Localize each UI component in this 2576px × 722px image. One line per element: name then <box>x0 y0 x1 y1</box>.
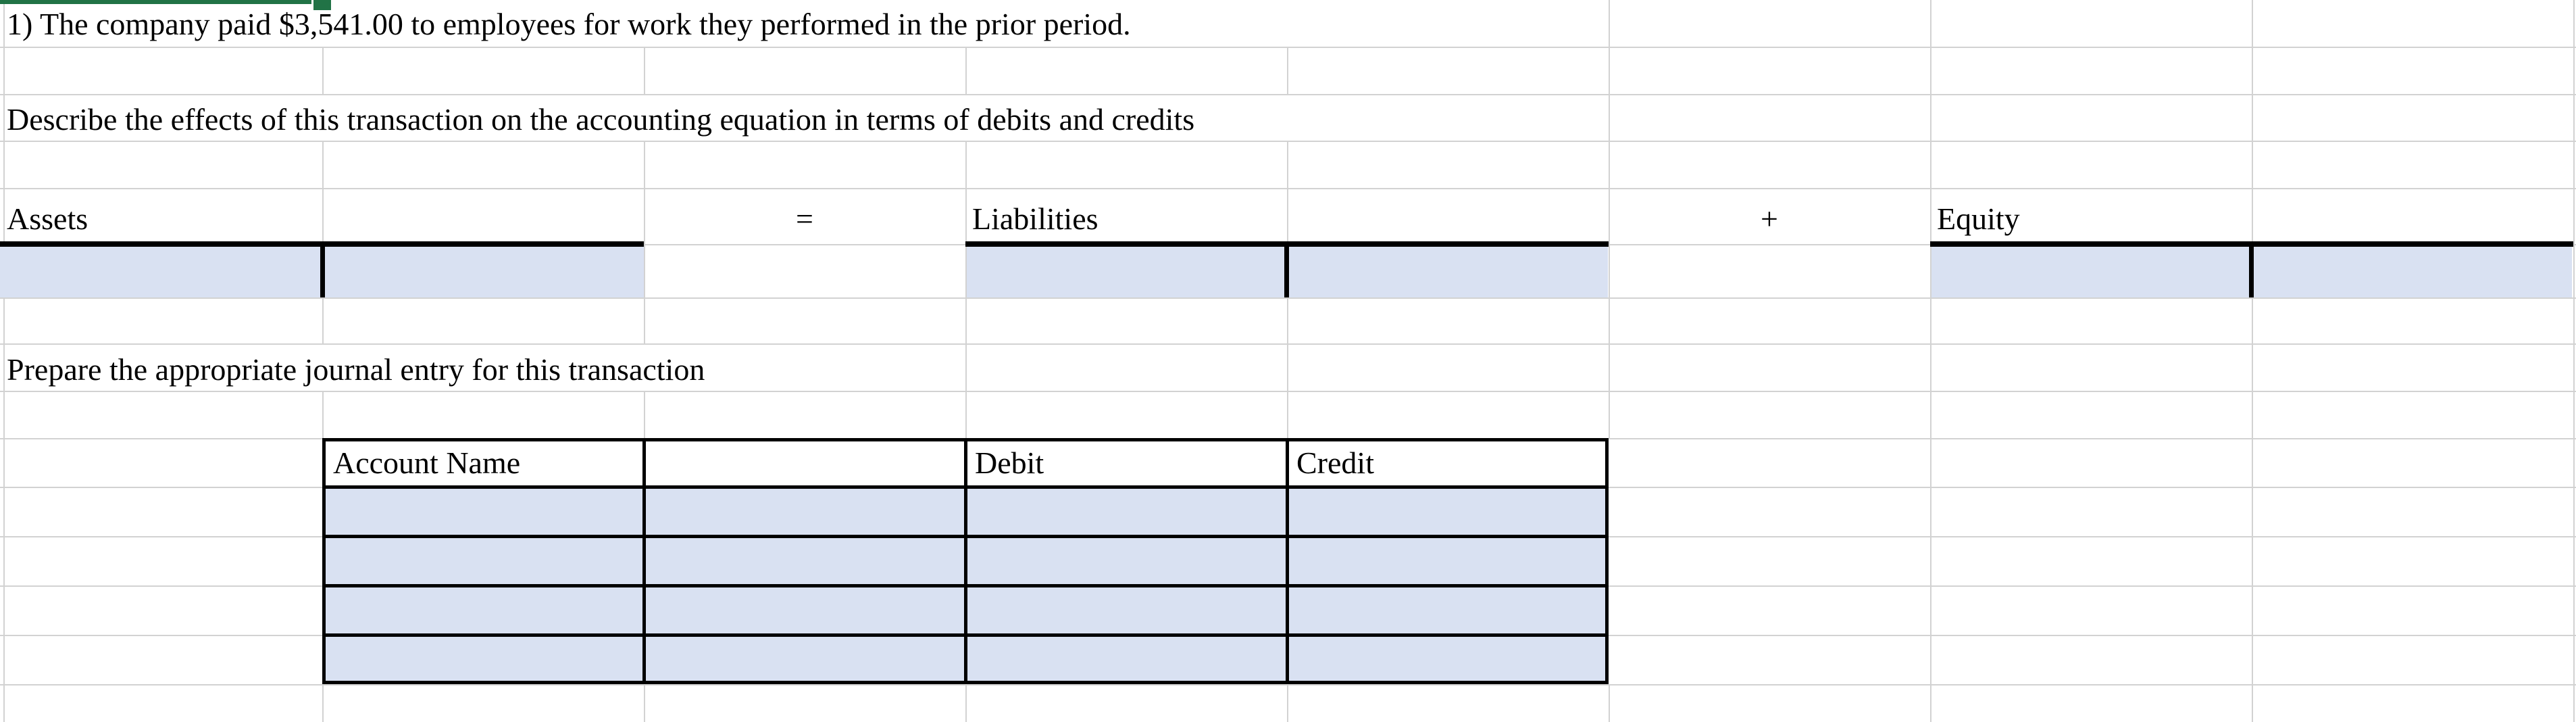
selection-border <box>0 0 311 4</box>
equity-underline-border <box>1930 241 2573 247</box>
assets-answer-cell-2[interactable] <box>322 247 644 297</box>
assets-answer-cell-1[interactable] <box>0 247 322 297</box>
gridline <box>1930 0 1931 722</box>
gridline <box>1287 47 1288 94</box>
liabilities-answer-cell-1[interactable] <box>965 247 1287 297</box>
gridline <box>3 0 5 722</box>
equity-label: Equity <box>1937 201 2020 236</box>
liabilities-label: Liabilities <box>972 201 1098 236</box>
gridline <box>322 684 324 722</box>
gridline <box>0 94 2576 95</box>
journal-cell-r1-c3[interactable] <box>964 487 1288 537</box>
gridline <box>1609 0 1610 438</box>
journal-table-vline <box>642 438 646 684</box>
describe-instruction: Describe the effects of this transaction… <box>7 101 1195 137</box>
gridline <box>322 141 324 242</box>
journal-table-hline <box>322 485 1609 489</box>
journal-cell-r3-c3[interactable] <box>964 585 1288 635</box>
journal-table-hline <box>322 584 1609 587</box>
assets-label: Assets <box>7 201 89 236</box>
journal-cell-r4-c1[interactable] <box>324 635 645 681</box>
gridline <box>2573 0 2575 722</box>
journal-cell-r1-c2[interactable] <box>642 487 966 537</box>
gridline <box>965 47 967 94</box>
gridline <box>965 141 967 438</box>
gridline <box>1287 297 1288 438</box>
journal-cell-r2-c2[interactable] <box>642 536 966 586</box>
journal-table-vline <box>1286 438 1289 684</box>
journal-table-hline <box>322 633 1609 637</box>
gridline <box>965 684 967 722</box>
journal-cell-r4-c4[interactable] <box>1286 635 1607 681</box>
journal-cell-r2-c3[interactable] <box>964 536 1288 586</box>
journal-cell-r3-c1[interactable] <box>324 585 645 635</box>
equals-sign: = <box>796 201 813 236</box>
journal-cell-r4-c2[interactable] <box>642 635 966 681</box>
assets-underline-border <box>0 241 644 247</box>
transaction-prompt: 1) The company paid $3,541.00 to employe… <box>7 6 1131 41</box>
journal-cell-r2-c4[interactable] <box>1286 536 1607 586</box>
liabilities-answer-cell-2[interactable] <box>1287 247 1608 297</box>
gridline <box>644 47 645 94</box>
equity-cell-divider <box>2249 247 2254 297</box>
gridline <box>644 141 645 343</box>
account-name-header: Account Name <box>333 445 521 480</box>
gridline <box>322 47 324 94</box>
plus-sign: + <box>1761 201 1778 236</box>
gridline <box>644 391 645 438</box>
debit-header: Debit <box>975 445 1044 480</box>
liabilities-underline-border <box>965 241 1609 247</box>
selection-fill-handle[interactable] <box>313 0 331 10</box>
journal-table-vline <box>964 438 967 684</box>
journal-table-hline <box>322 535 1609 538</box>
gridline <box>1609 684 1610 722</box>
equity-answer-cell-1[interactable] <box>1930 247 2252 297</box>
gridline <box>644 684 645 722</box>
gridline <box>322 297 324 343</box>
gridline <box>1287 684 1288 722</box>
journal-cell-r2-c1[interactable] <box>324 536 645 586</box>
journal-cell-r1-c4[interactable] <box>1286 487 1607 537</box>
journal-cell-r3-c2[interactable] <box>642 585 966 635</box>
credit-header: Credit <box>1296 445 1374 480</box>
equity-answer-cell-2[interactable] <box>2252 247 2572 297</box>
gridline <box>1287 141 1288 242</box>
gridline <box>322 391 324 438</box>
journal-header-blank-cell[interactable] <box>646 441 964 485</box>
gridline <box>2252 0 2253 722</box>
journal-cell-r3-c4[interactable] <box>1286 585 1607 635</box>
assets-cell-divider <box>320 247 325 297</box>
journal-instruction: Prepare the appropriate journal entry fo… <box>7 352 705 387</box>
liabilities-cell-divider <box>1284 247 1289 297</box>
journal-cell-r1-c1[interactable] <box>324 487 645 537</box>
journal-cell-r4-c3[interactable] <box>964 635 1288 681</box>
